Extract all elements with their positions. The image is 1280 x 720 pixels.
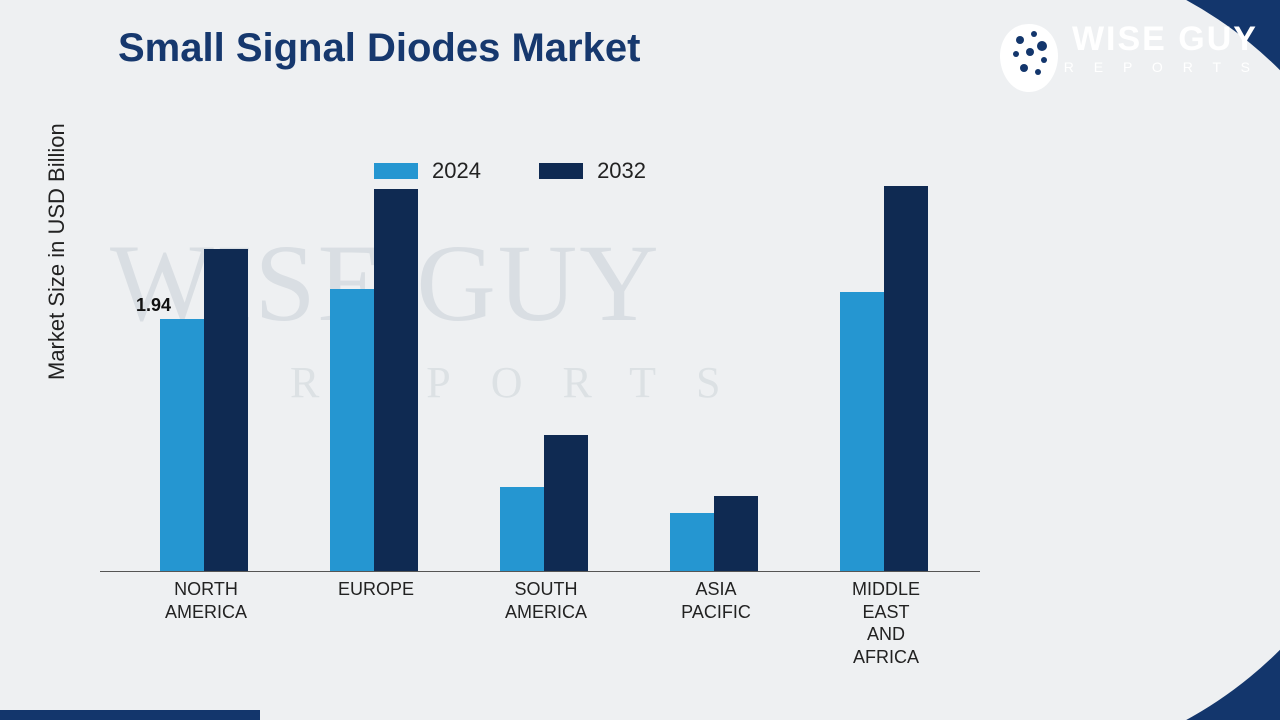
bar-2032 — [374, 189, 418, 571]
value-label: 1.94 — [136, 295, 171, 316]
bar-2024 — [330, 289, 374, 571]
category-label: MIDDLEEASTANDAFRICA — [806, 578, 966, 668]
chart-stage: WISE GUY R E P O R T S Small Signal Diod… — [0, 0, 1280, 720]
bar-2024 — [160, 319, 204, 571]
category-label: ASIAPACIFIC — [636, 578, 796, 623]
bar-2024 — [840, 292, 884, 572]
bar-2032 — [204, 249, 248, 571]
chart-title: Small Signal Diodes Market — [118, 26, 640, 71]
bar-2032 — [714, 496, 758, 571]
category-label: NORTHAMERICA — [126, 578, 286, 623]
bar-2024 — [500, 487, 544, 572]
category-label: EUROPE — [296, 578, 456, 601]
logo-line1: WISE GUY — [1064, 22, 1258, 56]
logo-line2: R E P O R T S — [1064, 60, 1258, 74]
plot-area: 1.94 — [100, 168, 980, 572]
brand-logo: WISE GUY R E P O R T S — [1064, 22, 1258, 74]
bar-2032 — [884, 186, 928, 571]
category-labels-row: NORTHAMERICA EUROPE SOUTHAMERICAASIAPACIFI… — [100, 572, 980, 720]
bar-2024 — [670, 513, 714, 572]
category-label: SOUTHAMERICA — [466, 578, 626, 623]
bar-2032 — [544, 435, 588, 572]
head-icon — [996, 20, 1062, 96]
